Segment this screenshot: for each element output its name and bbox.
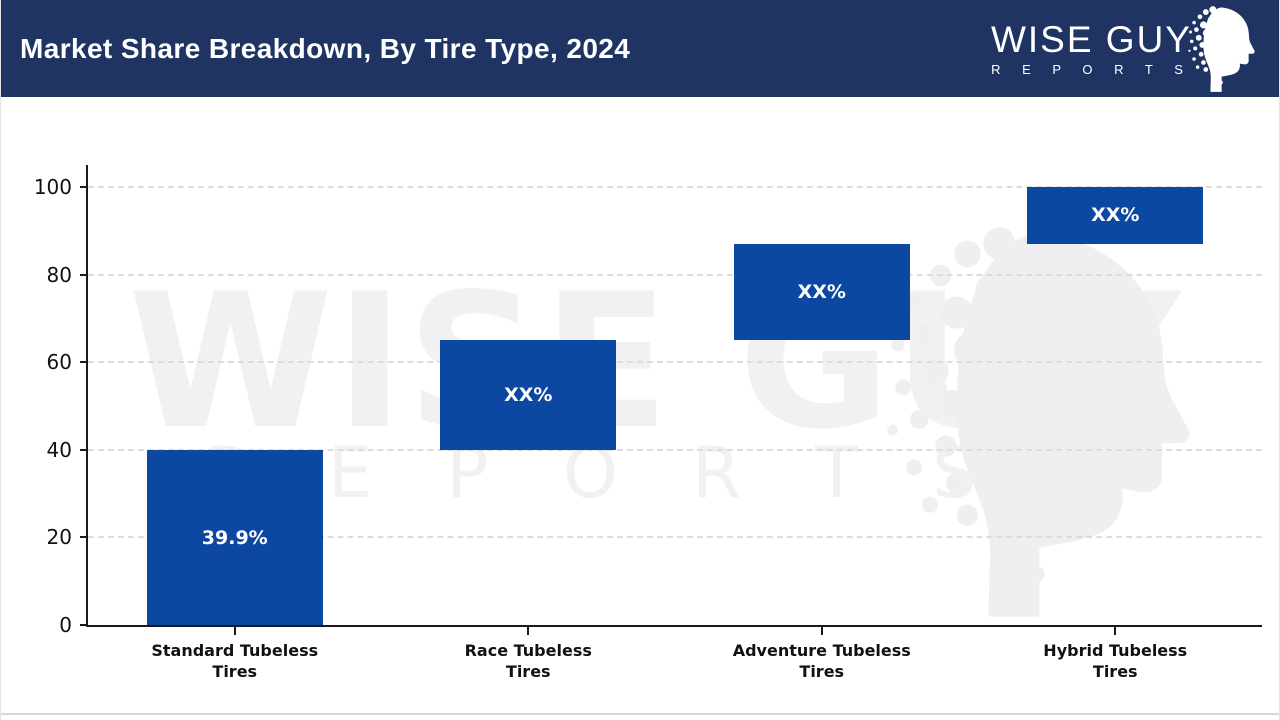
x-category-label-line2: Tires xyxy=(799,662,845,681)
wise-guy-reports-logo: WISE GUY R E P O R T S xyxy=(991,5,1280,93)
logo-subtitle: R E P O R T S xyxy=(991,61,1192,77)
x-category-label-line1: Hybrid Tubeless xyxy=(1043,641,1188,660)
header-bar: Market Share Breakdown, By Tire Type, 20… xyxy=(0,0,1280,97)
x-tick-mark xyxy=(820,627,823,635)
x-category-label-line1: Standard Tubeless xyxy=(151,641,319,660)
x-axis-spine xyxy=(86,625,1262,627)
y-axis-spine xyxy=(86,165,88,627)
logo-head-icon xyxy=(1178,5,1270,93)
y-tick-mark xyxy=(80,624,88,626)
x-category-label-line2: Tires xyxy=(212,662,258,681)
y-gridline xyxy=(88,536,1262,539)
bar-value-label: 39.9% xyxy=(201,526,268,549)
bar: 39.9% xyxy=(146,450,323,625)
y-tick-mark xyxy=(80,361,88,364)
y-tick-label: 80 xyxy=(46,262,72,287)
x-tick-mark xyxy=(1114,627,1117,635)
y-tick-mark xyxy=(80,536,88,539)
y-tick-label: 40 xyxy=(46,437,72,462)
dotted-head-icon xyxy=(1188,5,1255,92)
x-category-label: Adventure Tubeless Tires xyxy=(702,640,942,682)
y-tick-label: 100 xyxy=(33,174,72,199)
y-tick-mark xyxy=(80,273,88,276)
bar: XX% xyxy=(733,243,910,341)
x-category-label-line1: Race Tubeless xyxy=(464,641,592,660)
y-gridline xyxy=(88,361,1262,364)
x-tick-mark xyxy=(233,627,236,635)
x-category-label: Hybrid Tubeless Tires xyxy=(995,640,1235,682)
bar-value-label: XX% xyxy=(1091,204,1140,227)
y-gridline xyxy=(88,185,1262,188)
y-tick-label: 20 xyxy=(46,525,72,550)
logo-wordmark: WISE GUY xyxy=(990,18,1192,60)
logo-text: WISE GUY R E P O R T S xyxy=(990,18,1192,78)
x-category-label-line2: Tires xyxy=(505,662,551,681)
plot-area: 39.9% XX% XX% XX% xyxy=(88,165,1262,625)
bottom-divider-line xyxy=(0,713,1280,715)
dotted-head-icon xyxy=(887,227,1190,617)
page-title: Market Share Breakdown, By Tire Type, 20… xyxy=(20,32,631,64)
x-tick-mark xyxy=(527,627,530,635)
y-gridline xyxy=(88,273,1262,276)
x-category-label: Race Tubeless Tires xyxy=(408,640,648,682)
bar-value-label: XX% xyxy=(797,281,846,304)
y-tick-label: 0 xyxy=(59,613,72,637)
y-tick-label: 60 xyxy=(46,350,72,375)
watermark-head-icon xyxy=(872,222,1228,622)
y-tick-mark xyxy=(80,185,88,188)
y-gridline xyxy=(88,448,1262,451)
x-category-label-line1: Adventure Tubeless xyxy=(732,641,911,660)
bar: XX% xyxy=(440,340,617,451)
bar: XX% xyxy=(1027,186,1204,244)
y-axis: 0 20 40 60 80 100 xyxy=(0,165,88,637)
bar-value-label: XX% xyxy=(504,384,553,407)
x-axis: Standard Tubeless Tires Race Tubeless Tires… xyxy=(88,625,1262,720)
x-category-label-line2: Tires xyxy=(1092,662,1138,681)
y-tick-mark xyxy=(80,448,88,451)
x-category-label: Standard Tubeless Tires xyxy=(115,640,355,682)
